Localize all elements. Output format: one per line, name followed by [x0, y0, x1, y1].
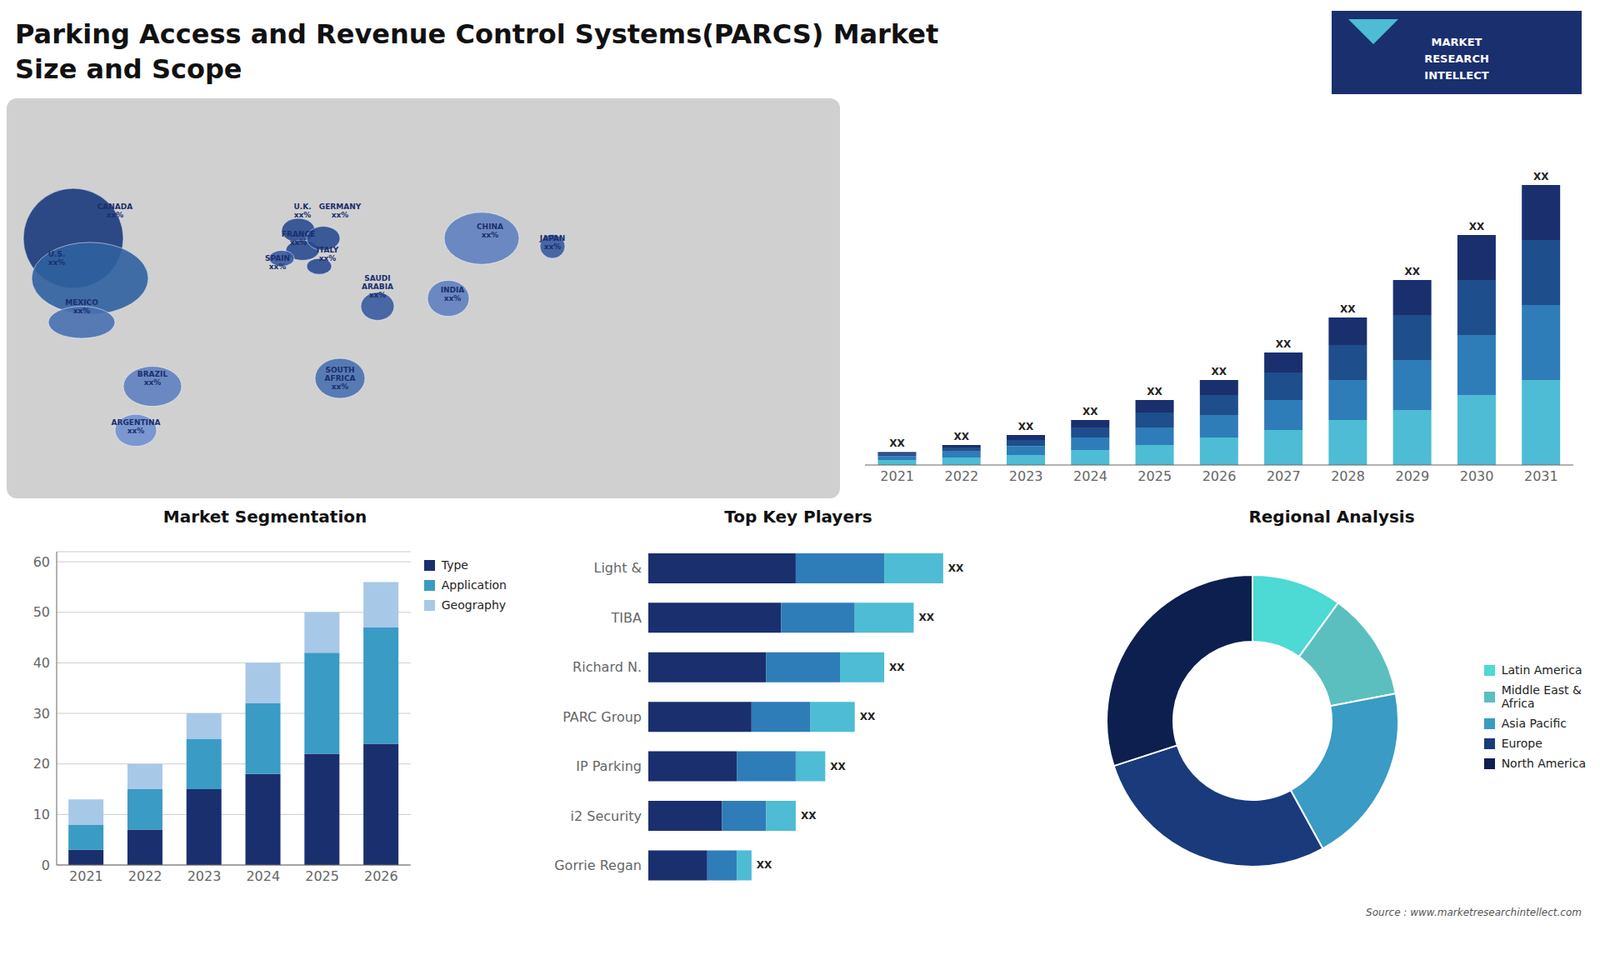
svg-text:U.S.xx%: U.S.xx%	[48, 250, 66, 267]
html-text:Source : www.marketresearchint: Source : www.marketresearchintellect.com	[1365, 906, 1582, 919]
html-text:Application: Application	[441, 578, 507, 592]
svg-text:XX: XX	[948, 562, 965, 575]
svg-text:XX: XX	[1469, 220, 1485, 233]
svg-text:2023: 2023	[1009, 468, 1044, 485]
svg-text:2027: 2027	[1266, 468, 1301, 485]
html-text:Type: Type	[441, 558, 469, 572]
svg-text:XX: XX	[1082, 405, 1099, 418]
html-text:Regional Analysis: Regional Analysis	[1248, 506, 1415, 527]
svg-text:XX: XX	[756, 859, 773, 871]
svg-text:XX: XX	[953, 430, 970, 443]
svg-text:10: 10	[33, 806, 50, 823]
svg-text:2028: 2028	[1330, 468, 1365, 485]
svg-text:SPAINxx%: SPAINxx%	[265, 254, 290, 271]
html-text:Latin America: Latin America	[1501, 663, 1583, 677]
svg-text:JAPANxx%: JAPANxx%	[539, 234, 566, 251]
svg-text:0: 0	[41, 857, 50, 874]
svg-text:20: 20	[33, 755, 50, 772]
svg-text:CANADAxx%: CANADAxx%	[97, 202, 134, 220]
svg-text:PARC Group: PARC Group	[562, 709, 642, 725]
html-text:RESEARCH: RESEARCH	[1424, 52, 1489, 65]
svg-text:2024: 2024	[245, 868, 280, 885]
svg-text:XX: XX	[1275, 338, 1292, 350]
html-text:Parking Access and Revenue Con: Parking Access and Revenue Control Syste…	[15, 18, 939, 85]
svg-text:XX: XX	[1340, 303, 1356, 315]
svg-text:30: 30	[33, 705, 50, 722]
svg-text:XX: XX	[889, 437, 905, 450]
svg-text:XX: XX	[1146, 385, 1163, 398]
svg-text:Richard N.: Richard N.	[572, 659, 642, 675]
svg-text:XX: XX	[1211, 365, 1228, 378]
svg-text:2022: 2022	[945, 468, 980, 485]
svg-text:ITALYxx%: ITALYxx%	[316, 245, 340, 263]
html-text:Top Key Players: Top Key Players	[724, 506, 873, 527]
svg-text:2022: 2022	[128, 868, 163, 885]
svg-text:2025: 2025	[305, 868, 340, 885]
svg-text:TIBA: TIBA	[610, 610, 642, 626]
svg-text:XX: XX	[889, 661, 905, 674]
svg-text:MEXICOxx%: MEXICOxx%	[65, 298, 99, 315]
svg-text:SOUTHAFRICAxx%: SOUTHAFRICAxx%	[325, 365, 356, 391]
svg-text:2021: 2021	[880, 468, 915, 485]
svg-text:IP Parking: IP Parking	[575, 758, 642, 775]
svg-text:U.K.xx%: U.K.xx%	[293, 202, 311, 220]
svg-text:2026: 2026	[1202, 468, 1237, 485]
html-text:Geography: Geography	[441, 598, 506, 612]
svg-text:BRAZILxx%: BRAZILxx%	[137, 370, 169, 387]
svg-text:XX: XX	[860, 710, 876, 723]
svg-text:2030: 2030	[1460, 468, 1495, 485]
svg-text:60: 60	[33, 554, 50, 570]
svg-text:XX: XX	[1018, 420, 1035, 433]
svg-text:Light &: Light &	[594, 560, 643, 576]
html-text:Middle East & Africa: Middle East & Africa	[1501, 683, 1582, 710]
html-text:Europe: Europe	[1501, 736, 1543, 750]
svg-text:XX: XX	[800, 810, 817, 822]
svg-text:2021: 2021	[69, 868, 104, 885]
svg-text:2024: 2024	[1073, 468, 1108, 485]
svg-text:XX: XX	[918, 611, 935, 624]
html-text:MARKET: MARKET	[1431, 35, 1482, 49]
svg-text:XX: XX	[1533, 170, 1550, 183]
svg-text:Gorrie Regan: Gorrie Regan	[554, 857, 642, 874]
svg-text:CHINAxx%: CHINAxx%	[476, 222, 504, 240]
svg-text:SAUDIARABIAxx%: SAUDIARABIAxx%	[361, 274, 394, 300]
svg-text:2023: 2023	[187, 868, 222, 885]
svg-text:i2 Security: i2 Security	[570, 808, 642, 825]
html-text:Market Segmentation: Market Segmentation	[163, 506, 367, 527]
svg-text:40: 40	[33, 655, 50, 671]
svg-text:2031: 2031	[1524, 468, 1559, 485]
svg-text:ARGENTINAxx%: ARGENTINAxx%	[111, 418, 161, 435]
html-text:North America: North America	[1501, 756, 1586, 770]
svg-text:GERMANYxx%: GERMANYxx%	[319, 202, 362, 220]
svg-text:50: 50	[33, 604, 50, 620]
svg-text:2026: 2026	[364, 868, 399, 885]
svg-text:2025: 2025	[1137, 468, 1172, 485]
svg-text:FRANCExx%: FRANCExx%	[281, 230, 315, 247]
svg-text:INDIAxx%: INDIAxx%	[440, 285, 465, 303]
svg-text:2029: 2029	[1395, 468, 1430, 485]
svg-text:XX: XX	[830, 760, 846, 773]
html-text:Asia Pacific: Asia Pacific	[1501, 716, 1567, 730]
html-text:INTELLECT: INTELLECT	[1424, 69, 1489, 82]
svg-text:XX: XX	[1404, 265, 1420, 278]
